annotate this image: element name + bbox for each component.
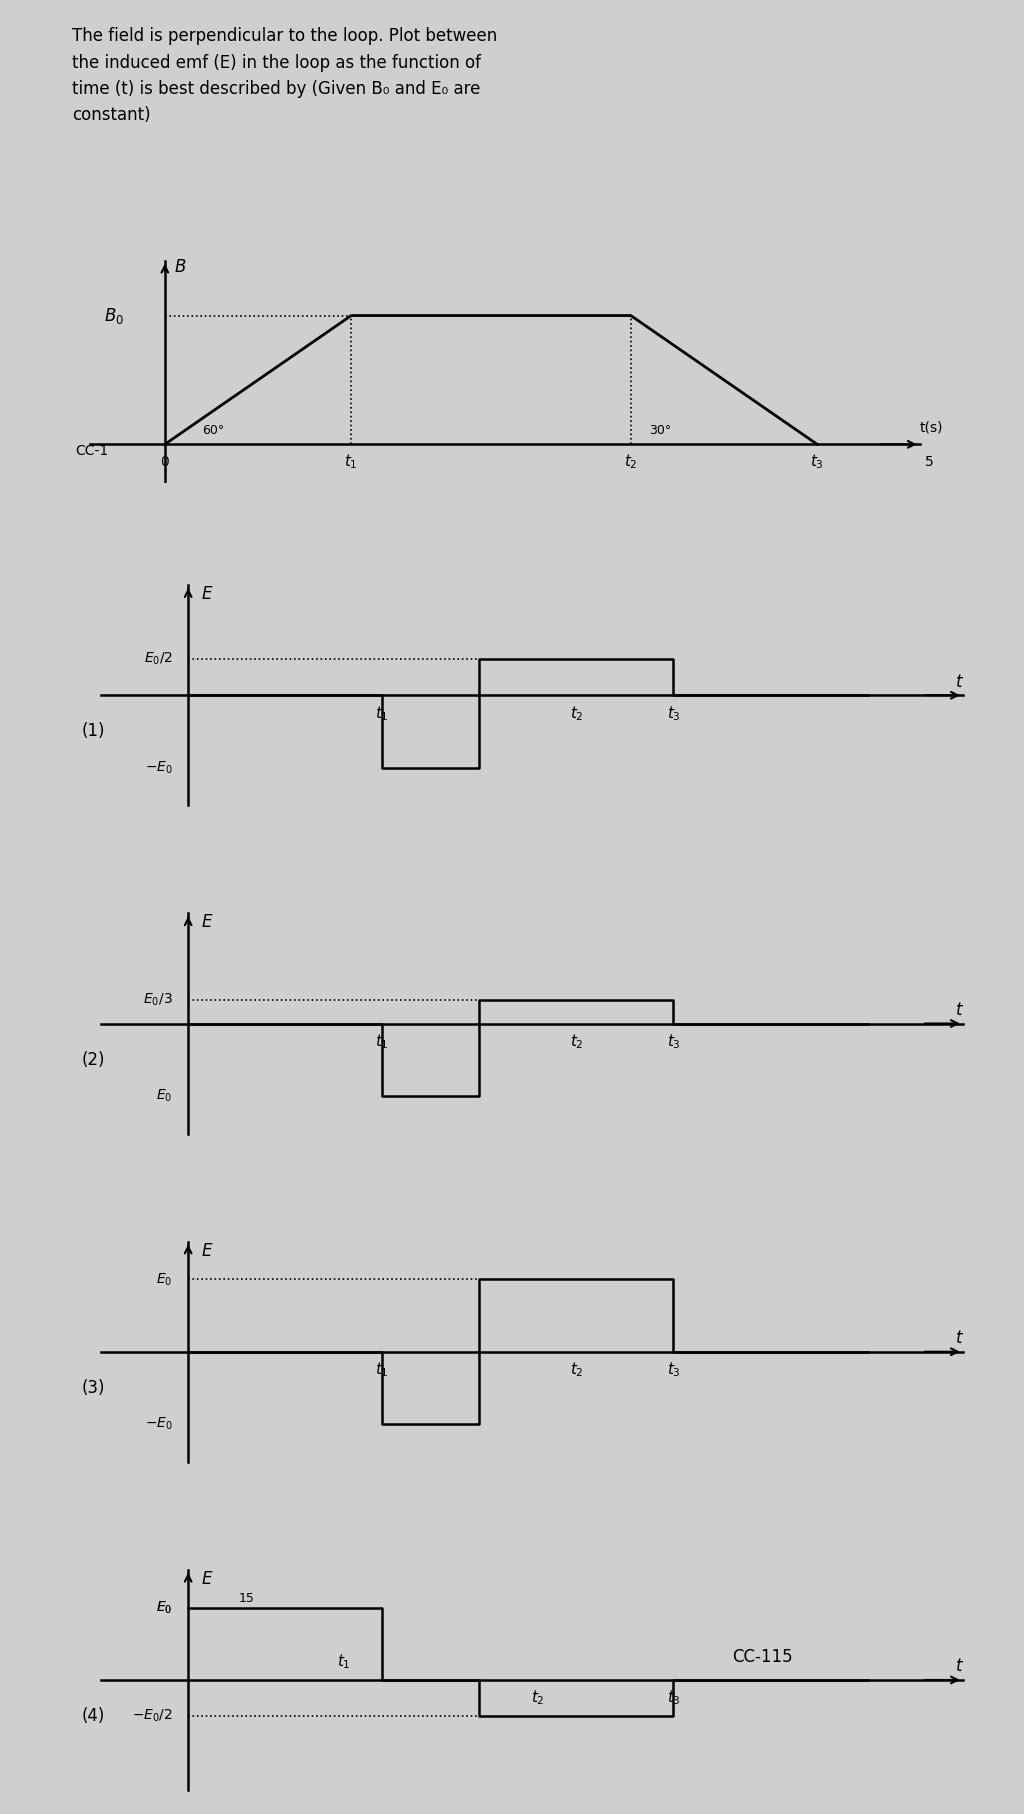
Text: $t_2$: $t_2$ — [569, 1360, 584, 1379]
Text: $t_2$: $t_2$ — [624, 452, 638, 472]
Text: CC-115: CC-115 — [732, 1647, 793, 1665]
Text: The field is perpendicular to the loop. Plot between
the induced emf (E) in the : The field is perpendicular to the loop. … — [72, 27, 497, 125]
Text: $t_3$: $t_3$ — [810, 452, 824, 472]
Text: $t_3$: $t_3$ — [667, 1032, 680, 1050]
Text: $-E_0/2$: $-E_0/2$ — [132, 1709, 173, 1725]
Text: 30°: 30° — [649, 424, 672, 437]
Text: E: E — [202, 586, 212, 604]
Text: $t_3$: $t_3$ — [667, 1689, 680, 1707]
Text: E: E — [202, 1241, 212, 1259]
Text: 15: 15 — [239, 1591, 254, 1605]
Text: (3): (3) — [81, 1379, 104, 1397]
Text: (2): (2) — [81, 1050, 104, 1068]
Text: $t_1$: $t_1$ — [344, 452, 358, 472]
Text: $E_0$: $E_0$ — [157, 1272, 173, 1288]
Text: 60°: 60° — [202, 424, 224, 437]
Text: $-E_0$: $-E_0$ — [144, 1417, 173, 1433]
Text: $-E_0$: $-E_0$ — [144, 760, 173, 776]
Text: $E_0/2$: $E_0/2$ — [143, 651, 173, 668]
Text: 0: 0 — [161, 455, 169, 470]
Text: $t_1$: $t_1$ — [337, 1653, 350, 1671]
Text: $t_1$: $t_1$ — [376, 704, 389, 722]
Text: $t_3$: $t_3$ — [667, 704, 680, 722]
Text: $t_1$: $t_1$ — [376, 1360, 389, 1379]
Text: $t_2$: $t_2$ — [530, 1689, 545, 1707]
Text: $E_0$: $E_0$ — [157, 1600, 173, 1616]
Text: E: E — [202, 914, 212, 931]
Text: $t_2$: $t_2$ — [569, 1032, 584, 1050]
Text: 5: 5 — [925, 455, 933, 470]
Text: $E_0$: $E_0$ — [157, 1088, 173, 1105]
Text: $t$: $t$ — [954, 1658, 964, 1676]
Text: $t$: $t$ — [954, 1001, 964, 1019]
Text: B: B — [174, 258, 185, 276]
Text: E: E — [202, 1569, 212, 1587]
Text: CC-1: CC-1 — [76, 444, 109, 457]
Text: t(s): t(s) — [920, 421, 943, 434]
Text: $t$: $t$ — [954, 673, 964, 691]
Text: (4): (4) — [81, 1707, 104, 1725]
Text: $E_0/3$: $E_0/3$ — [143, 992, 173, 1009]
Text: (1): (1) — [81, 722, 104, 740]
Text: $t_2$: $t_2$ — [569, 704, 584, 722]
Text: $E_0$: $E_0$ — [157, 1600, 173, 1616]
Text: $t$: $t$ — [954, 1330, 964, 1348]
Text: $t_1$: $t_1$ — [376, 1032, 389, 1050]
Text: $B_0$: $B_0$ — [103, 305, 124, 325]
Text: $t_3$: $t_3$ — [667, 1360, 680, 1379]
